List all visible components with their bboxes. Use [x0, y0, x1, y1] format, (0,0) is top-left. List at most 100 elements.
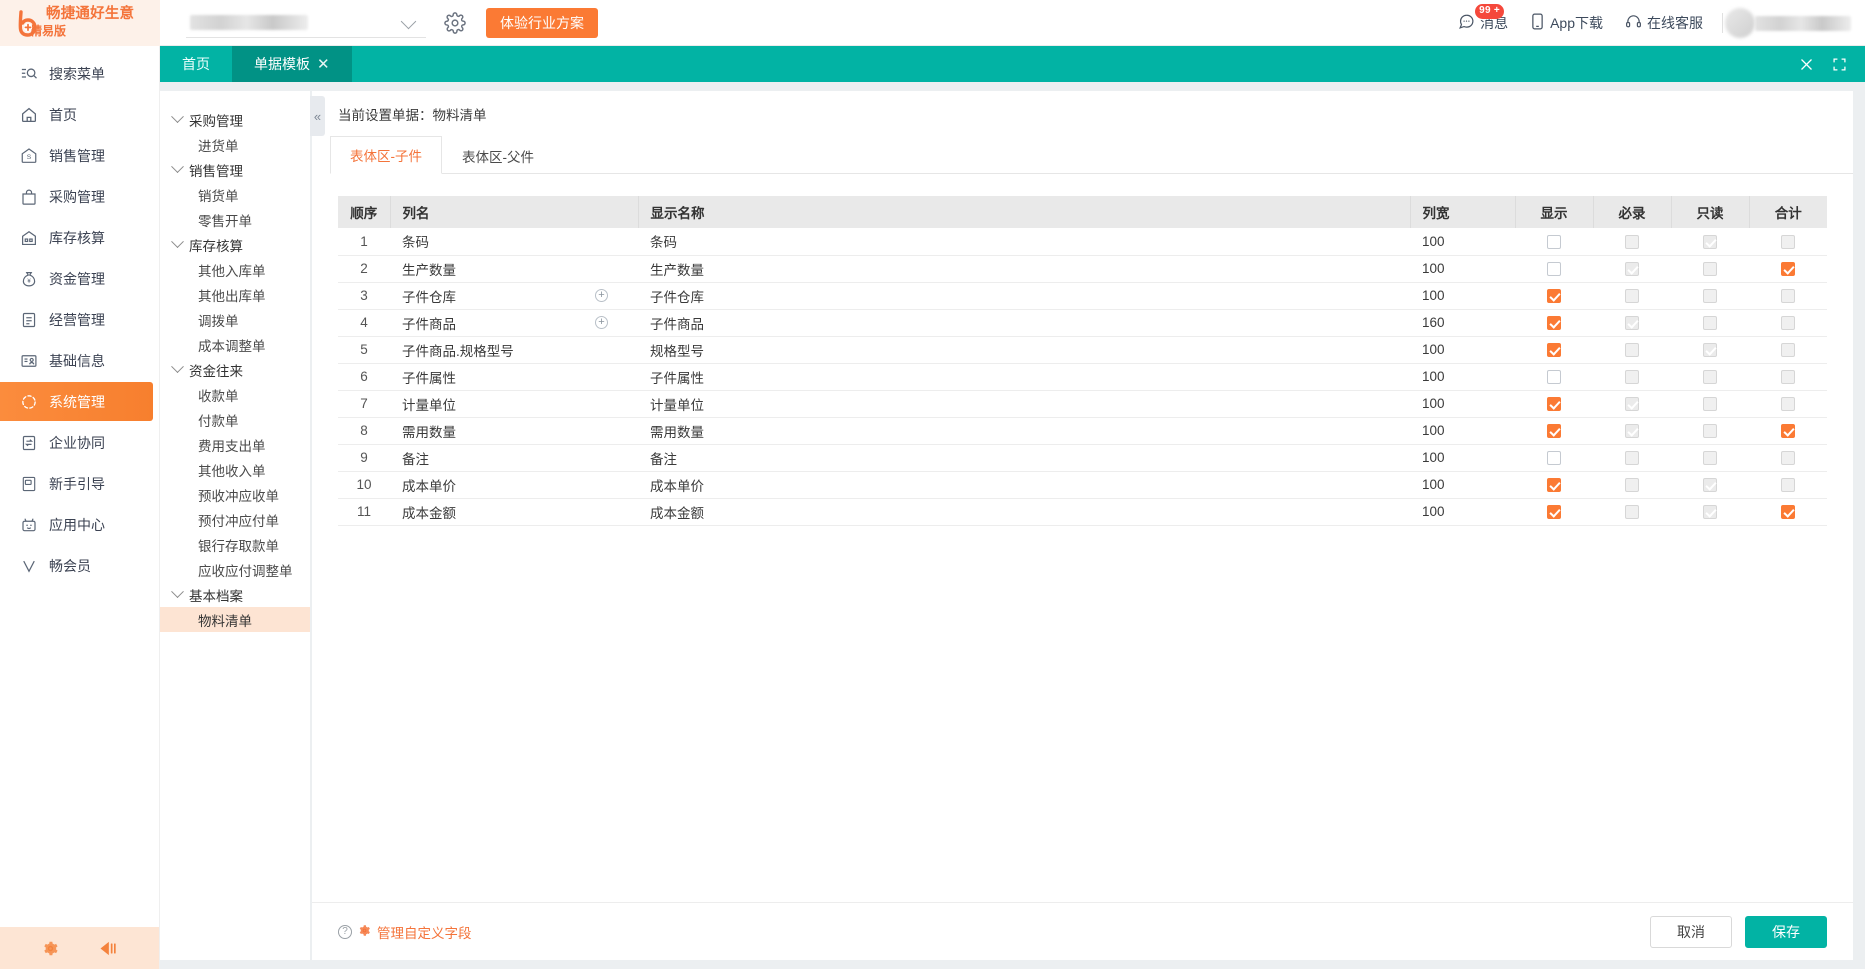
tree-group-sales[interactable]: 销售管理	[160, 157, 310, 182]
cell-column-width[interactable]: 100	[1410, 228, 1515, 256]
tree-group-purchase[interactable]: 采购管理	[160, 107, 310, 132]
tab-document-template[interactable]: 单据模板 ✕	[232, 46, 352, 82]
sidebar-item-inventory[interactable]: 库存核算	[0, 218, 159, 257]
expand-plus-icon[interactable]: +	[595, 289, 608, 302]
fullscreen-icon[interactable]	[1828, 53, 1851, 76]
cell-display-name[interactable]: 计量单位	[638, 390, 1410, 418]
tree-leaf[interactable]: 其他收入单	[160, 457, 310, 482]
sidebar-item-fund[interactable]: ¥ 资金管理	[0, 259, 159, 298]
sidebar-item-basic-info[interactable]: 基础信息	[0, 341, 159, 380]
tree-leaf[interactable]: 费用支出单	[160, 432, 310, 457]
sidebar-item-vip[interactable]: 畅会员	[0, 546, 159, 585]
avatar[interactable]	[1725, 8, 1755, 38]
sidebar-item-sales[interactable]: S 销售管理	[0, 136, 159, 175]
tree-group-basic-archive[interactable]: 基本档案	[160, 582, 310, 607]
subtab-child-body[interactable]: 表体区-子件	[330, 136, 442, 174]
messages-button[interactable]: 消息 99 +	[1447, 0, 1519, 46]
show-checkbox[interactable]	[1547, 505, 1561, 520]
cancel-button[interactable]: 取消	[1650, 915, 1732, 948]
tree-leaf[interactable]: 调拨单	[160, 307, 310, 332]
tree-leaf[interactable]: 银行存取款单	[160, 532, 310, 557]
show-checkbox[interactable]	[1547, 289, 1561, 304]
tree-leaf[interactable]: 预收冲应收单	[160, 482, 310, 507]
tree-leaf-bom[interactable]: 物料清单	[160, 607, 310, 632]
show-checkbox[interactable]	[1547, 451, 1561, 466]
show-checkbox[interactable]	[1547, 234, 1561, 249]
tree-group-label: 基本档案	[189, 588, 243, 604]
manage-custom-fields-link[interactable]: ? 管理自定义字段	[338, 922, 472, 942]
tree-scroll[interactable]: 采购管理 进货单 销售管理 销货单 零售开单 库存核算 其他入库单 其他出库单 …	[160, 91, 310, 960]
total-checkbox[interactable]	[1781, 424, 1795, 439]
tree-leaf[interactable]: 付款单	[160, 407, 310, 432]
sidebar-item-collaboration[interactable]: 企业协同	[0, 423, 159, 462]
tree-group-fund-flow[interactable]: 资金往来	[160, 357, 310, 382]
cell-display-name[interactable]: 子件属性	[638, 363, 1410, 391]
cell-display-name[interactable]: 规格型号	[638, 336, 1410, 364]
cell-display-name[interactable]: 需用数量	[638, 417, 1410, 445]
cell-column-width[interactable]: 100	[1410, 255, 1515, 283]
cell-column-width[interactable]: 100	[1410, 363, 1515, 391]
collapse-panel-icon[interactable]: «	[310, 96, 325, 136]
chevron-down-icon[interactable]	[400, 13, 417, 29]
close-all-icon[interactable]	[1795, 53, 1818, 76]
sidebar-item-purchase[interactable]: 采购管理	[0, 177, 159, 216]
cell-column-width[interactable]: 100	[1410, 498, 1515, 526]
show-checkbox[interactable]	[1547, 370, 1561, 385]
total-checkbox[interactable]	[1781, 262, 1795, 277]
tree-leaf[interactable]: 其他入库单	[160, 257, 310, 282]
cell-column-width[interactable]: 100	[1410, 390, 1515, 418]
current-document-label: 当前设置单据：物料清单	[338, 108, 487, 123]
cell-column-width[interactable]: 100	[1410, 471, 1515, 499]
gear-icon[interactable]	[444, 11, 466, 34]
tree-leaf[interactable]: 收款单	[160, 382, 310, 407]
show-checkbox[interactable]	[1547, 316, 1561, 331]
cell-display-name[interactable]: 成本金额	[638, 498, 1410, 526]
collapse-sidebar-icon[interactable]	[98, 941, 118, 956]
cell-display-name[interactable]: 生产数量	[638, 255, 1410, 283]
sidebar-item-system[interactable]: 系统管理	[0, 382, 153, 421]
user-name[interactable]	[1755, 15, 1851, 31]
cell-display-name[interactable]: 备注	[638, 444, 1410, 472]
cell-required	[1593, 417, 1671, 445]
app-download-button[interactable]: App下载	[1519, 0, 1614, 46]
cell-column-width[interactable]: 100	[1410, 336, 1515, 364]
sidebar-item-app-center[interactable]: 应用中心	[0, 505, 159, 544]
tab-home[interactable]: 首页	[160, 46, 232, 82]
cell-display-name[interactable]: 子件商品	[638, 309, 1410, 337]
cell-column-width[interactable]: 100	[1410, 282, 1515, 310]
expand-plus-icon[interactable]: +	[595, 316, 608, 329]
cell-column-width[interactable]: 160	[1410, 309, 1515, 337]
show-checkbox[interactable]	[1547, 343, 1561, 358]
cell-display-name[interactable]: 成本单价	[638, 471, 1410, 499]
cell-column-width[interactable]: 100	[1410, 444, 1515, 472]
cell-display-name[interactable]: 条码	[638, 228, 1410, 256]
sidebar-item-label: 资金管理	[49, 270, 105, 287]
tree-leaf[interactable]: 其他出库单	[160, 282, 310, 307]
settings-gear-icon[interactable]	[42, 940, 59, 957]
sidebar-item-operation[interactable]: 经营管理	[0, 300, 159, 339]
tree-group-inventory[interactable]: 库存核算	[160, 232, 310, 257]
sidebar-item-guide[interactable]: 新手引导	[0, 464, 159, 503]
subtab-parent-body[interactable]: 表体区-父件	[442, 137, 554, 174]
cell-column-name: 需用数量	[390, 417, 638, 445]
show-checkbox[interactable]	[1547, 397, 1561, 412]
tree-leaf[interactable]: 零售开单	[160, 207, 310, 232]
show-checkbox[interactable]	[1547, 424, 1561, 439]
show-checkbox[interactable]	[1547, 478, 1561, 493]
cell-column-width[interactable]: 100	[1410, 417, 1515, 445]
close-icon[interactable]: ✕	[317, 55, 330, 73]
online-service-button[interactable]: 在线客服	[1614, 0, 1714, 46]
save-button[interactable]: 保存	[1745, 915, 1827, 948]
cell-display-name[interactable]: 子件仓库	[638, 282, 1410, 310]
show-checkbox[interactable]	[1547, 262, 1561, 277]
tree-leaf[interactable]: 销货单	[160, 182, 310, 207]
tree-leaf[interactable]: 预付冲应付单	[160, 507, 310, 532]
total-checkbox[interactable]	[1781, 505, 1795, 520]
tree-leaf[interactable]: 进货单	[160, 132, 310, 157]
tree-leaf[interactable]: 成本调整单	[160, 332, 310, 357]
tree-leaf[interactable]: 应收应付调整单	[160, 557, 310, 582]
sidebar-item-search-menu[interactable]: 搜索菜单	[0, 54, 159, 93]
experience-solution-button[interactable]: 体验行业方案	[486, 7, 598, 38]
sidebar-item-home[interactable]: 首页	[0, 95, 159, 134]
company-select[interactable]	[186, 8, 426, 38]
